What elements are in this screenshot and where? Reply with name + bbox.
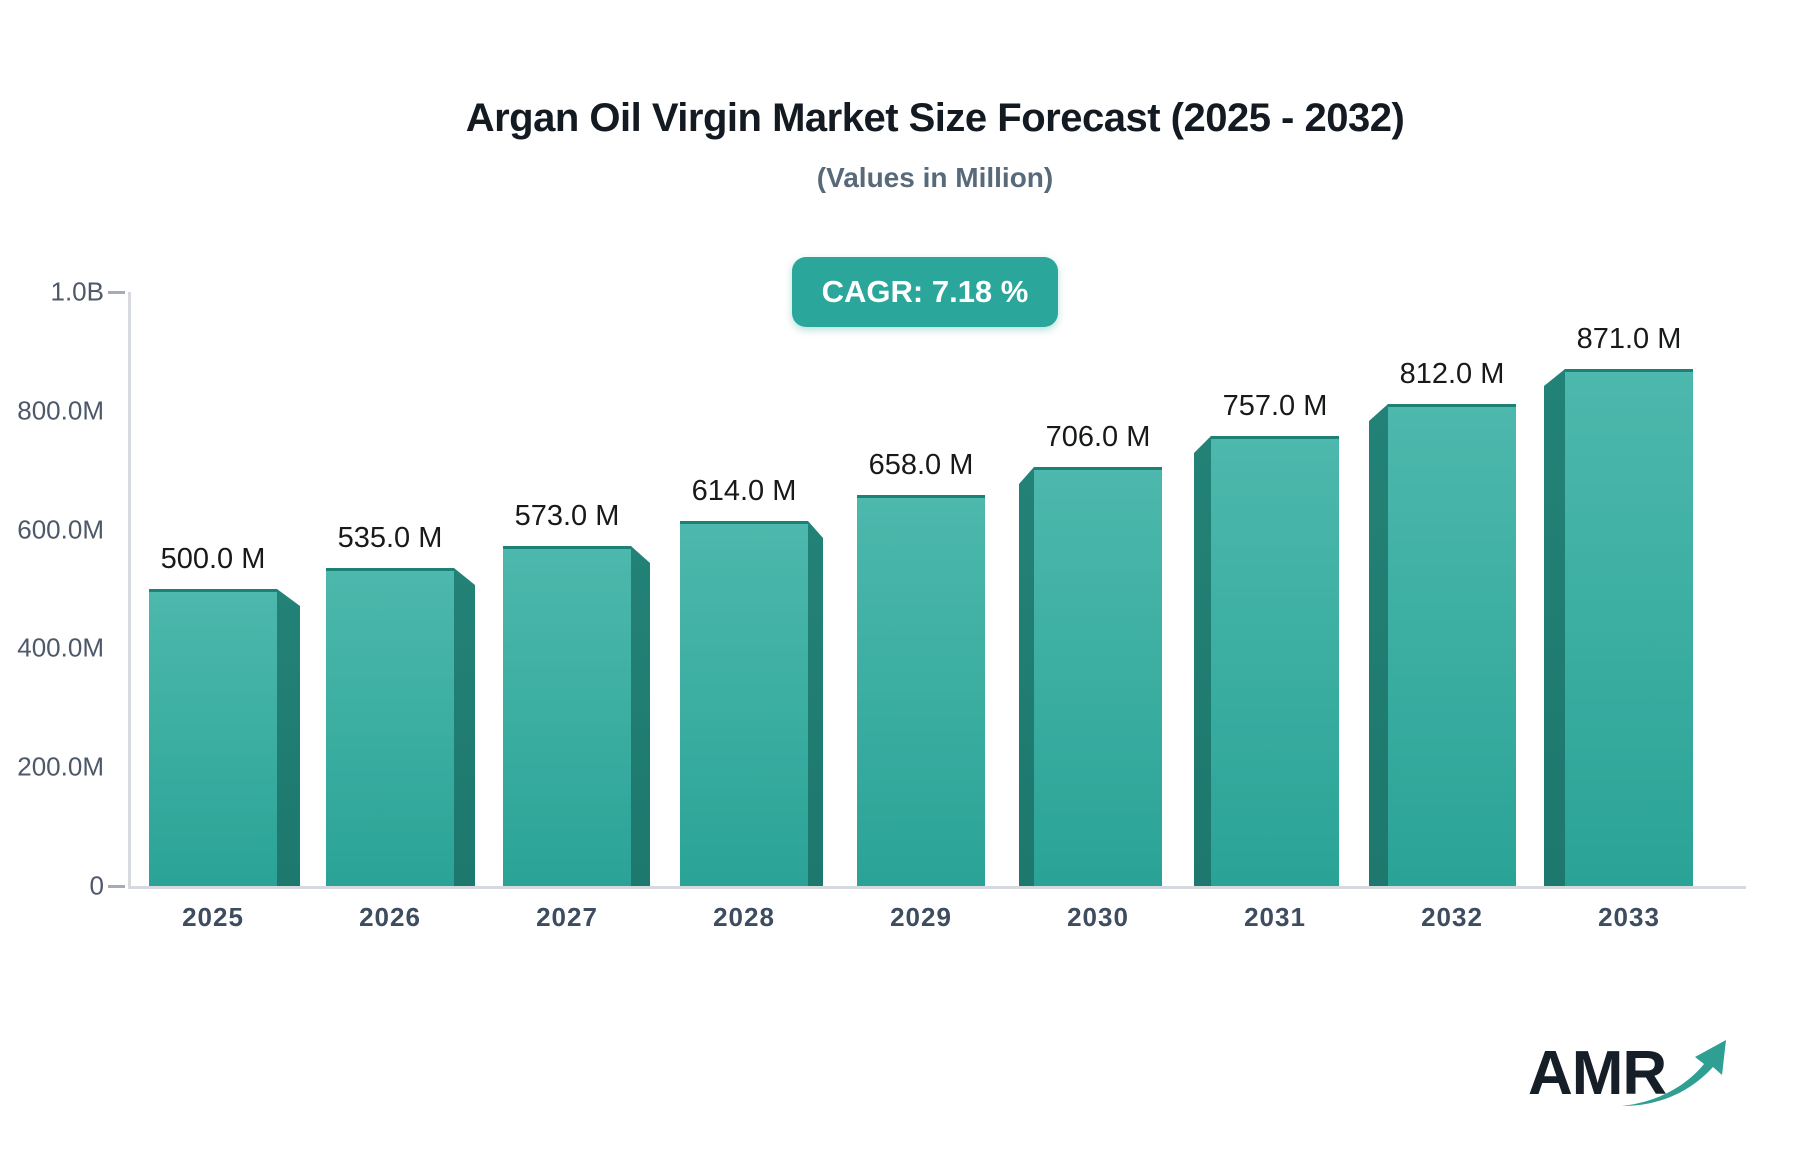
y-axis-tick-label: 0 xyxy=(89,870,104,901)
bar-value-label: 614.0 M xyxy=(691,475,797,507)
x-axis-label-2026: 2026 xyxy=(359,902,421,932)
cagr-badge: CAGR: 7.18 % xyxy=(792,257,1058,327)
bar-2030 xyxy=(1034,467,1162,886)
x-axis-label-2030: 2030 xyxy=(1067,902,1129,932)
y-axis-line xyxy=(128,292,131,889)
y-axis-tick-label: 200.0M xyxy=(17,751,104,782)
chart-subtitle: (Values in Million) xyxy=(816,162,1054,193)
bar-2028 xyxy=(680,521,808,886)
y-axis-tick-label: 1.0B xyxy=(50,276,105,307)
bar-2028-side-face xyxy=(808,521,823,886)
bar-2030-side-face xyxy=(1019,467,1034,886)
bar-2027-side-face xyxy=(631,546,650,886)
bar-value-label: 500.0 M xyxy=(160,543,266,575)
bar-2031-side-face xyxy=(1194,436,1211,886)
bar-value-label: 535.0 M xyxy=(337,522,443,554)
bar-2033-side-face xyxy=(1544,369,1565,886)
bar-value-label: 812.0 M xyxy=(1399,358,1505,390)
y-axis-tick-mark xyxy=(108,291,125,294)
y-axis-tick-label: 800.0M xyxy=(17,395,104,426)
bar-value-label: 757.0 M xyxy=(1222,390,1328,422)
bar-2031 xyxy=(1211,436,1339,886)
bar-2027 xyxy=(503,546,631,886)
bar-2026 xyxy=(326,568,454,886)
bar-value-label: 658.0 M xyxy=(868,449,974,481)
x-axis-label-2029: 2029 xyxy=(890,902,952,932)
x-axis-label-2031: 2031 xyxy=(1244,902,1306,932)
bar-value-label: 871.0 M xyxy=(1576,323,1682,355)
bar-2029 xyxy=(857,495,985,886)
x-axis-label-2027: 2027 xyxy=(536,902,598,932)
bar-2026-side-face xyxy=(454,568,475,886)
y-axis-tick-label: 600.0M xyxy=(17,514,104,545)
bar-2025 xyxy=(149,589,277,886)
x-axis-label-2025: 2025 xyxy=(182,902,244,932)
x-axis-label-2028: 2028 xyxy=(713,902,775,932)
x-axis-label-2033: 2033 xyxy=(1598,902,1660,932)
amr-logo-text: AMR xyxy=(1528,1039,1667,1108)
y-axis-tick-label: 400.0M xyxy=(17,632,104,663)
amr-logo: AMR xyxy=(1528,1030,1728,1120)
bar-2025-side-face xyxy=(277,589,300,886)
bar-value-label: 573.0 M xyxy=(514,500,620,532)
x-axis-line xyxy=(128,886,1746,889)
bar-2032-side-face xyxy=(1369,404,1388,886)
bar-2032 xyxy=(1388,404,1516,886)
y-axis-tick-mark xyxy=(108,885,125,888)
x-axis-label-2032: 2032 xyxy=(1421,902,1483,932)
bar-value-label: 706.0 M xyxy=(1045,421,1151,453)
bar-2033 xyxy=(1565,369,1693,886)
growth-arrow-icon xyxy=(1620,1036,1730,1119)
chart-title: Argan Oil Virgin Market Size Forecast (2… xyxy=(465,96,1405,140)
